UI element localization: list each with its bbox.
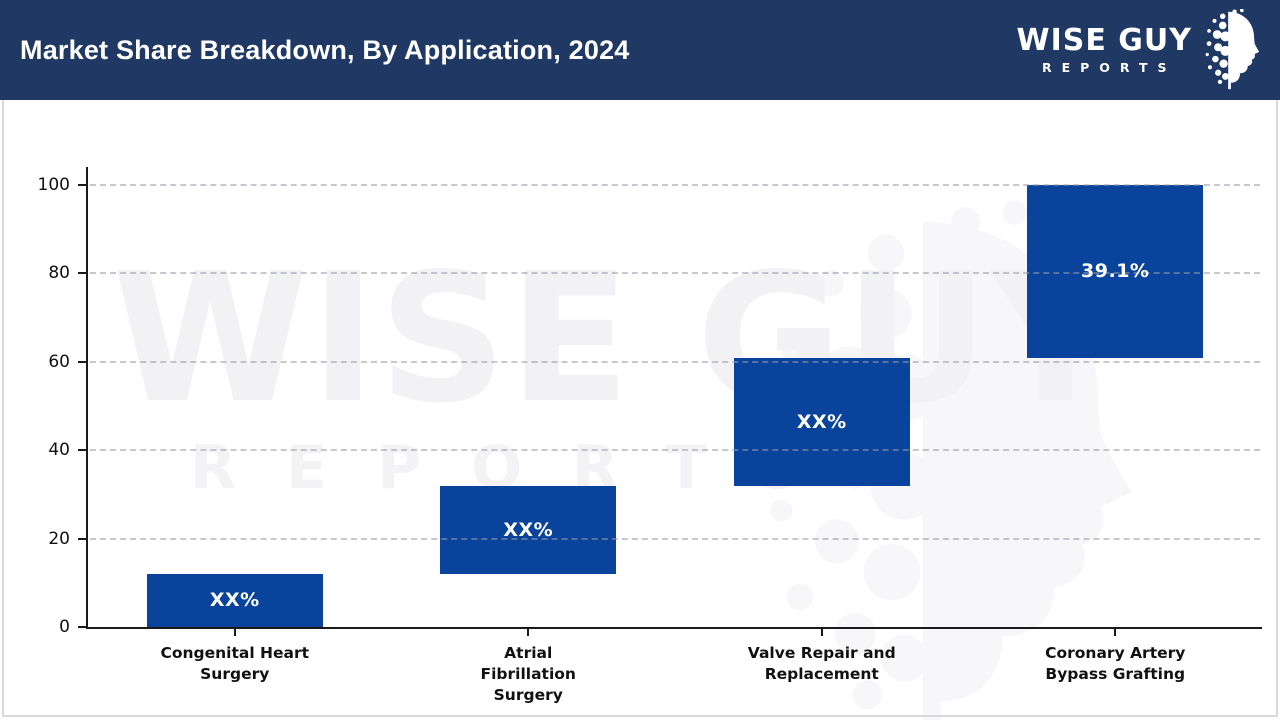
gridline (90, 360, 1260, 363)
brand-subtitle: REPORTS (1041, 59, 1177, 75)
x-tick-mark (527, 629, 530, 636)
category-label-line: Atrial (504, 644, 553, 662)
gridline (90, 449, 1260, 452)
x-axis-line (86, 627, 1262, 629)
x-tick-mark (820, 629, 823, 636)
y-tick-label: 100 (37, 175, 70, 195)
y-tick-label: 40 (48, 440, 70, 461)
category-label-line: Valve Repair and (747, 644, 896, 662)
y-tick-mark (78, 626, 86, 628)
bar-value-label: XX% (503, 518, 554, 541)
bar-value-label: XX% (796, 410, 847, 433)
category-label: Valve Repair and Replacement (672, 643, 972, 685)
y-tick-label: 20 (48, 528, 70, 549)
bar (1027, 185, 1204, 358)
bar (440, 485, 617, 574)
y-tick-mark (78, 360, 86, 363)
y-tick-mark (78, 272, 86, 275)
category-label-line: Surgery (493, 685, 563, 704)
y-tick-mark (78, 537, 86, 540)
category-label: Atrial Fibrillation Surgery (378, 643, 678, 706)
x-tick-mark (1114, 629, 1117, 636)
brand-logo: WISE GUY REPORTS (1016, 9, 1266, 91)
y-tick-label: 60 (48, 351, 70, 372)
y-tick-label: 80 (48, 263, 70, 284)
bar-value-label: 39.1% (1081, 260, 1150, 283)
y-tick-label: 0 (59, 617, 70, 637)
category-label-line: Bypass Grafting (1045, 664, 1186, 683)
y-tick-mark (78, 449, 86, 452)
gridline (90, 537, 1260, 540)
y-tick-mark (78, 184, 86, 186)
category-label-line: Congenital Heart (160, 644, 310, 662)
brand-name: WISE GUY (1016, 22, 1192, 58)
page-title: Market Share Breakdown, By Application, … (20, 34, 630, 65)
category-label-line: Replacement (764, 664, 879, 683)
category-label: Coronary Artery Bypass Grafting (965, 643, 1265, 685)
category-label-line: Surgery (200, 664, 270, 683)
dotted-head-profile-icon (1205, 9, 1260, 90)
category-label: Congenital Heart Surgery (85, 643, 385, 685)
bar-value-label: XX% (209, 589, 260, 612)
category-label-line: Coronary Artery (1045, 644, 1186, 662)
x-tick-mark (233, 629, 236, 636)
header-bar: Market Share Breakdown, By Application, … (0, 0, 1280, 100)
bar (146, 573, 323, 627)
gridline (90, 272, 1260, 275)
y-axis-line (86, 167, 88, 627)
category-label-line: Fibrillation (480, 664, 576, 683)
brand-logo-text: WISE GUY REPORTS (1016, 22, 1192, 75)
bar (733, 357, 910, 486)
gridline (90, 184, 1260, 186)
